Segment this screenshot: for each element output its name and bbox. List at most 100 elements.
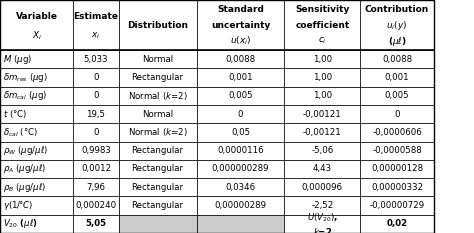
Text: 0,000096: 0,000096 — [302, 183, 343, 192]
Bar — [118, 142, 197, 160]
Text: Normal: Normal — [142, 55, 173, 64]
Bar — [360, 50, 434, 69]
Text: 5,033: 5,033 — [84, 55, 108, 64]
Bar — [197, 142, 284, 160]
Bar — [197, 215, 284, 233]
Text: Sensitivity: Sensitivity — [295, 4, 349, 14]
Text: $\gamma(1/\!°C)$: $\gamma(1/\!°C)$ — [3, 199, 34, 212]
Bar — [197, 160, 284, 178]
Bar — [284, 160, 360, 178]
Text: Normal ($k$=2): Normal ($k$=2) — [128, 126, 188, 138]
Text: Estimate: Estimate — [73, 11, 118, 21]
Text: -2,52: -2,52 — [311, 201, 333, 210]
Text: 7,96: 7,96 — [86, 183, 106, 192]
Text: $M$ ($\mu$g): $M$ ($\mu$g) — [3, 53, 32, 66]
Bar — [284, 123, 360, 142]
Bar — [0, 178, 73, 196]
Bar — [197, 68, 284, 87]
Bar — [197, 196, 284, 215]
Bar — [118, 0, 197, 50]
Text: 0,0012: 0,0012 — [81, 164, 111, 174]
Bar — [0, 142, 73, 160]
Bar — [73, 105, 118, 123]
Text: $\rho_W$ ($\mu$g/$\mu$$\ell$): $\rho_W$ ($\mu$g/$\mu$$\ell$) — [3, 144, 49, 157]
Text: $x_i$: $x_i$ — [91, 31, 100, 41]
Bar — [118, 123, 197, 142]
Text: 4,43: 4,43 — [313, 164, 332, 174]
Bar — [197, 105, 284, 123]
Bar — [118, 50, 197, 69]
Text: $c_i$: $c_i$ — [318, 36, 327, 46]
Bar — [284, 196, 360, 215]
Bar — [197, 87, 284, 105]
Bar — [360, 105, 434, 123]
Text: 0,02: 0,02 — [386, 219, 408, 228]
Bar — [73, 142, 118, 160]
Text: $V_{20}$ ($\mu$$\ell$): $V_{20}$ ($\mu$$\ell$) — [3, 217, 38, 230]
Bar — [73, 160, 118, 178]
Text: Rectangular: Rectangular — [132, 73, 183, 82]
Text: 0,000240: 0,000240 — [75, 201, 117, 210]
Text: -0,0000606: -0,0000606 — [372, 128, 422, 137]
Text: Rectangular: Rectangular — [132, 201, 183, 210]
Bar — [284, 0, 360, 50]
Bar — [284, 215, 360, 233]
Text: 0,00000128: 0,00000128 — [371, 164, 423, 174]
Text: 0: 0 — [93, 91, 99, 100]
Text: Rectangular: Rectangular — [132, 146, 183, 155]
Text: 5,05: 5,05 — [85, 219, 107, 228]
Text: 0,005: 0,005 — [385, 91, 409, 100]
Bar — [118, 105, 197, 123]
Text: Variable: Variable — [16, 11, 58, 21]
Text: coefficient: coefficient — [295, 21, 349, 30]
Text: $U(V_{20})$,
$k$=2: $U(V_{20})$, $k$=2 — [307, 211, 338, 233]
Bar — [284, 87, 360, 105]
Text: $t$ (°C): $t$ (°C) — [3, 108, 27, 120]
Text: -0,00121: -0,00121 — [303, 128, 342, 137]
Bar — [73, 215, 118, 233]
Text: 0,000000289: 0,000000289 — [212, 164, 269, 174]
Text: -5,06: -5,06 — [311, 146, 333, 155]
Bar — [0, 196, 73, 215]
Bar — [360, 178, 434, 196]
Text: 0: 0 — [93, 128, 99, 137]
Text: 0: 0 — [394, 110, 400, 119]
Text: 0,0088: 0,0088 — [226, 55, 255, 64]
Text: $\rho_A$ ($\mu$g/$\mu$$\ell$): $\rho_A$ ($\mu$g/$\mu$$\ell$) — [3, 162, 47, 175]
Text: ($\mu$$\ell$): ($\mu$$\ell$) — [388, 34, 406, 48]
Bar — [360, 196, 434, 215]
Bar — [0, 215, 73, 233]
Text: 1,00: 1,00 — [313, 55, 332, 64]
Text: 19,5: 19,5 — [86, 110, 106, 119]
Bar — [73, 123, 118, 142]
Text: 0,0346: 0,0346 — [226, 183, 255, 192]
Bar — [360, 160, 434, 178]
Text: 0: 0 — [238, 110, 243, 119]
Text: Contribution: Contribution — [365, 4, 429, 14]
Text: Normal ($k$=2): Normal ($k$=2) — [128, 90, 188, 102]
Text: $X_i$: $X_i$ — [32, 30, 42, 42]
Bar — [0, 50, 73, 69]
Bar — [73, 68, 118, 87]
Bar — [0, 105, 73, 123]
Bar — [118, 68, 197, 87]
Bar — [0, 0, 73, 50]
Bar — [0, 87, 73, 105]
Text: $u_i(y)$: $u_i(y)$ — [386, 19, 408, 31]
Bar — [197, 178, 284, 196]
Bar — [197, 123, 284, 142]
Text: Standard: Standard — [217, 4, 264, 14]
Text: $\delta_{cal}$ (°C): $\delta_{cal}$ (°C) — [3, 126, 38, 139]
Text: 0,005: 0,005 — [228, 91, 253, 100]
Bar — [118, 87, 197, 105]
Text: 1,00: 1,00 — [313, 73, 332, 82]
Text: 0,001: 0,001 — [385, 73, 409, 82]
Text: $\delta m_{res}$ ($\mu$g): $\delta m_{res}$ ($\mu$g) — [3, 71, 48, 84]
Bar — [360, 68, 434, 87]
Text: 0,0088: 0,0088 — [382, 55, 412, 64]
Bar — [118, 160, 197, 178]
Bar — [0, 160, 73, 178]
Bar — [73, 196, 118, 215]
Text: 1,00: 1,00 — [313, 91, 332, 100]
Bar — [360, 142, 434, 160]
